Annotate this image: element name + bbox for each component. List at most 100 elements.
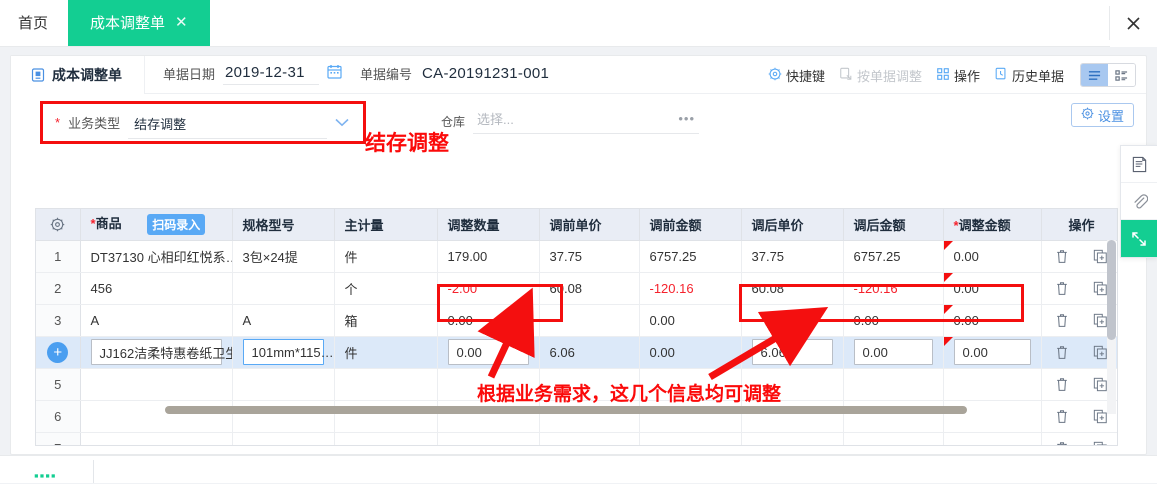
list-view-button[interactable]: [1081, 64, 1108, 86]
operations-button[interactable]: 操作: [936, 66, 980, 85]
spec-input[interactable]: 101mm*115…: [242, 339, 333, 365]
cell-product[interactable]: JJ162洁柔特惠卷纸卫生纸: [80, 336, 233, 369]
cell-amount-before[interactable]: [639, 432, 742, 445]
cell-qty[interactable]: 0.00: [437, 336, 540, 369]
calendar-icon[interactable]: [327, 64, 342, 85]
qty-input[interactable]: 0.00: [447, 339, 529, 365]
add-row-button[interactable]: +: [36, 336, 81, 369]
cell-amount-after[interactable]: -120.16: [843, 272, 944, 305]
cell-adjust-amount[interactable]: [943, 368, 1042, 401]
cell-spec[interactable]: [232, 368, 335, 401]
settings-button[interactable]: 设置: [1070, 103, 1134, 127]
cell-price-before[interactable]: 60.08: [539, 272, 640, 305]
shortcut-keys-button[interactable]: 快捷键: [768, 66, 825, 85]
cell-unit[interactable]: 件: [334, 336, 438, 369]
cell-amount-after[interactable]: [843, 432, 944, 445]
cell-product[interactable]: [80, 368, 233, 401]
header-unit[interactable]: 主计量: [334, 209, 438, 241]
trash-icon[interactable]: [1055, 313, 1069, 328]
cell-qty[interactable]: -2.00: [437, 272, 540, 305]
cell-spec[interactable]: [232, 400, 335, 433]
table-row[interactable]: 5: [36, 368, 1117, 401]
cell-adjust-amount[interactable]: 0.00: [943, 336, 1042, 369]
header-price-before[interactable]: 调前单价: [539, 209, 640, 241]
cell-qty[interactable]: [437, 432, 540, 445]
horizontal-scrollbar[interactable]: [165, 406, 967, 414]
copy-add-icon[interactable]: [1093, 441, 1108, 447]
header-product[interactable]: *商品 扫码录入: [80, 209, 233, 241]
cell-adjust-amount[interactable]: 0.00: [943, 304, 1042, 337]
copy-add-icon[interactable]: [1093, 249, 1108, 264]
cell-unit[interactable]: 个: [334, 272, 438, 305]
plus-icon[interactable]: +: [47, 341, 69, 363]
cell-amount-before[interactable]: 6757.25: [639, 240, 742, 273]
card-view-button[interactable]: [1108, 64, 1135, 86]
cell-spec[interactable]: [232, 432, 335, 445]
cell-price-before[interactable]: [539, 368, 640, 401]
cell-unit[interactable]: [334, 432, 438, 445]
table-row[interactable]: 1 DT37130 心相印红悦系… 3包×24提 件 179.00 37.75 …: [36, 240, 1117, 273]
cell-amount-before[interactable]: 0.00: [639, 304, 742, 337]
adjust-amount-input[interactable]: 0.00: [953, 339, 1031, 365]
header-price-after[interactable]: 调后单价: [741, 209, 844, 241]
cell-price-after[interactable]: [741, 304, 844, 337]
header-amount-after[interactable]: 调后金额: [843, 209, 944, 241]
notes-panel-button[interactable]: [1121, 146, 1157, 183]
copy-add-icon[interactable]: [1093, 409, 1108, 424]
cell-adjust-amount[interactable]: 0.00: [943, 272, 1042, 305]
window-close-button[interactable]: [1110, 0, 1157, 47]
cell-price-before[interactable]: [539, 432, 640, 445]
cell-price-before[interactable]: 37.75: [539, 240, 640, 273]
cell-price-after[interactable]: 37.75: [741, 240, 844, 273]
copy-add-icon[interactable]: [1093, 377, 1108, 392]
close-icon[interactable]: ✕: [175, 14, 188, 31]
vertical-scrollbar[interactable]: [1107, 240, 1116, 414]
table-row[interactable]: 6: [36, 400, 1117, 433]
cell-spec[interactable]: 3包×24提: [232, 240, 335, 273]
copy-add-icon[interactable]: [1093, 345, 1108, 360]
cell-product[interactable]: A: [80, 304, 233, 337]
table-row[interactable]: 2 456 个 -2.00 60.08 -120.16 60.08 -120.1…: [36, 272, 1117, 305]
copy-add-icon[interactable]: [1093, 281, 1108, 296]
cell-amount-before[interactable]: -120.16: [639, 272, 742, 305]
cell-product[interactable]: DT37130 心相印红悦系…: [80, 240, 233, 273]
business-type-field[interactable]: * 业务类型 结存调整: [43, 104, 363, 141]
trash-icon[interactable]: [1055, 281, 1069, 296]
header-qty[interactable]: 调整数量: [437, 209, 540, 241]
business-type-value[interactable]: 结存调整: [128, 110, 327, 139]
table-row[interactable]: + JJ162洁柔特惠卷纸卫生纸 101mm*115… 件 0.00 6.06 …: [36, 336, 1117, 369]
cell-unit[interactable]: [334, 400, 438, 433]
cell-qty[interactable]: [437, 368, 540, 401]
cell-adjust-amount[interactable]: [943, 432, 1042, 445]
cell-price-after[interactable]: 6.06: [741, 336, 844, 369]
trash-icon[interactable]: [1055, 377, 1069, 392]
cell-product[interactable]: [80, 400, 233, 433]
trash-icon[interactable]: [1055, 345, 1069, 360]
price-after-input[interactable]: 6.06: [751, 339, 833, 365]
document-title-tab[interactable]: 成本调整单: [11, 55, 145, 94]
cell-unit[interactable]: [334, 368, 438, 401]
cell-spec[interactable]: [232, 272, 335, 305]
trash-icon[interactable]: [1055, 441, 1069, 447]
history-documents-button[interactable]: 历史单据: [994, 66, 1064, 85]
header-adjust-amount[interactable]: *调整金额: [943, 209, 1042, 241]
cell-price-before[interactable]: 6.06: [539, 336, 640, 369]
gear-icon[interactable]: [36, 209, 80, 240]
cell-adjust-amount[interactable]: 0.00: [943, 240, 1042, 273]
cell-spec[interactable]: 101mm*115…: [232, 336, 335, 369]
column-settings-header[interactable]: [36, 209, 81, 241]
cell-price-before[interactable]: [539, 304, 640, 337]
cell-amount-after[interactable]: 6757.25: [843, 240, 944, 273]
cell-price-after[interactable]: [741, 400, 844, 433]
tab-home[interactable]: 首页: [0, 0, 68, 46]
header-amount-before[interactable]: 调前金额: [639, 209, 742, 241]
cell-price-after[interactable]: [741, 432, 844, 445]
trash-icon[interactable]: [1055, 409, 1069, 424]
copy-add-icon[interactable]: [1093, 313, 1108, 328]
adjust-by-document-button[interactable]: 按单据调整: [839, 66, 922, 85]
cell-product[interactable]: 456: [80, 272, 233, 305]
warehouse-more-button[interactable]: •••: [678, 111, 695, 126]
cell-product[interactable]: [80, 432, 233, 445]
fullscreen-button[interactable]: [1121, 220, 1157, 257]
cell-amount-before[interactable]: 0.00: [639, 336, 742, 369]
